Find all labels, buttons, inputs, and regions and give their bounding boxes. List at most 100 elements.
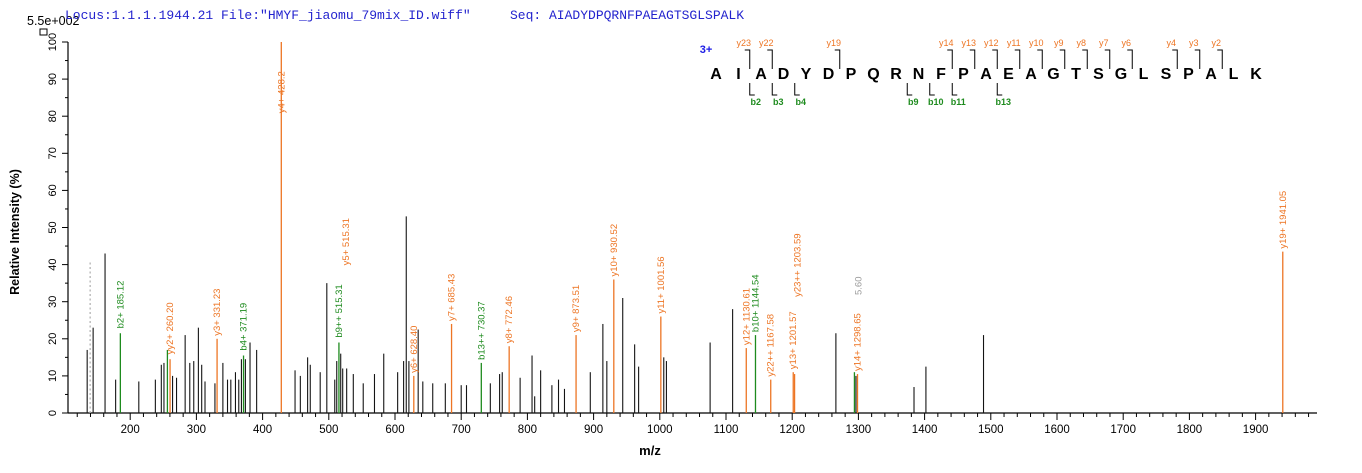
y-tick-label: 70 [47, 147, 59, 159]
b-ion-label: b4 [795, 97, 806, 107]
peak-label: y8+ 772.46 [504, 296, 515, 343]
peak-label: y6+ 628.40 [409, 326, 420, 373]
y-ion-label: y2 [1211, 38, 1221, 48]
sequence-residue: R [890, 66, 902, 83]
sequence-residue: L [1229, 66, 1239, 83]
peak-label: y19+ 1941.05 [1278, 191, 1289, 249]
y-cleavage-mark [1082, 49, 1088, 69]
b-ion-label: b13 [995, 97, 1011, 107]
y-tick-label: 20 [47, 333, 59, 345]
x-tick-label: 800 [518, 424, 537, 436]
locus-file-text: Locus:1.1.1.1944.21 File:"HMYF_jiaomu_79… [65, 8, 471, 23]
sequence-residue: G [1115, 66, 1127, 83]
peak-label: y10+ 930.52 [609, 224, 620, 277]
sequence-residue: G [1047, 66, 1059, 83]
x-tick-label: 500 [319, 424, 338, 436]
sequence-residue: A [980, 66, 992, 83]
sequence-residue: P [958, 66, 969, 83]
y-ion-label: y19 [826, 38, 841, 48]
y-ion-label: y22 [759, 38, 774, 48]
y-cleavage-mark [1217, 49, 1223, 69]
sequence-residue: A [710, 66, 722, 83]
y-cleavage-mark [969, 49, 976, 69]
peak-label: y3+ 331.23 [212, 289, 223, 336]
x-tick-label: 200 [121, 424, 140, 436]
y-cleavage-mark [992, 49, 998, 69]
sequence-residue: Q [867, 66, 879, 83]
b-cleavage-mark [996, 83, 1003, 96]
sequence-residue: A [1205, 66, 1217, 83]
b-cleavage-mark [749, 83, 755, 96]
b-ion-label: b2 [750, 97, 761, 107]
sequence-residue: P [1183, 66, 1194, 83]
b-ion-label: b3 [773, 97, 784, 107]
y-cleavage-mark [1059, 49, 1066, 69]
y-ion-label: y14 [939, 38, 954, 48]
y-ion-label: y11 [1007, 38, 1021, 48]
x-tick-label: 1500 [978, 424, 1004, 436]
sequence-residue: K [1250, 66, 1262, 83]
plot-area[interactable] [68, 28, 1348, 413]
x-tick-label: 1300 [846, 424, 872, 436]
x-tick-label: 700 [452, 424, 471, 436]
y-tick-label: 10 [47, 370, 59, 382]
y-tick-label: 60 [47, 184, 59, 196]
b-cleavage-mark [794, 83, 800, 96]
y-tick-label: 0 [47, 410, 59, 416]
sequence-residue: D [823, 66, 835, 83]
peak-labels: b2+ 185.12 yy2+ 260.20 y3+ 331.23 b4+ 371.1… [115, 71, 1288, 376]
y-ion-label: y7 [1099, 38, 1109, 48]
sequence-residue: L [1139, 66, 1149, 83]
x-tick-label: 1200 [779, 424, 805, 436]
sequence-residue: S [1161, 66, 1172, 83]
y-ion-label: y13 [961, 38, 976, 48]
peak-label: y7+ 685.43 [447, 274, 458, 321]
peak-label: y11+ 1001.56 [656, 256, 667, 313]
y-ion-label: y6 [1121, 38, 1131, 48]
y-ion-label: y10 [1029, 38, 1044, 48]
peak-label: y12+ 1130.61 [741, 288, 752, 345]
y-ion-label: y3 [1189, 38, 1199, 48]
y-ion-label: y8 [1076, 38, 1086, 48]
peak-label: y23++ 1203.59 [793, 233, 804, 296]
y-cleavage-mark [1127, 49, 1133, 69]
x-tick-label: 1800 [1177, 424, 1203, 436]
peak-label: b10+ 1144.54 [750, 274, 761, 332]
y-tick-label: 50 [47, 221, 59, 233]
charge-state-label: 3+ [700, 44, 713, 56]
peak-label: y22++ 1167.58 [766, 314, 777, 377]
sequence-residue: T [1071, 66, 1081, 83]
y-ion-label: y12 [984, 38, 999, 48]
x-tick-label: 1900 [1243, 424, 1269, 436]
peak-label: y13+ 1201.57 [788, 311, 799, 369]
x-tick-label: 300 [187, 424, 206, 436]
b-cleavage-mark [929, 83, 935, 96]
peak-label: y5+ 515.31 [341, 218, 352, 265]
peak-label: y4+ 428.2 [276, 71, 287, 113]
peak-label: b9++ 515.31 [334, 284, 345, 337]
peak-label: b13++ 730.37 [476, 301, 487, 360]
peak-label: y9+ 873.51 [571, 285, 582, 332]
y-cleavage-mark [767, 49, 773, 69]
peak-label: b2+ 185.12 [115, 281, 126, 329]
y-cleavage-mark [1014, 49, 1021, 69]
max-intensity-label: 5.5e+002 [27, 14, 80, 28]
sequence-residue: N [913, 66, 925, 83]
x-tick-label: 1400 [912, 424, 938, 436]
marker-square-icon [39, 28, 48, 36]
x-tick-label: 600 [385, 424, 404, 436]
peak-label: y14+ 1298.65 [853, 313, 864, 371]
x-tick-label: 1000 [647, 424, 673, 436]
y-axis-title: Relative Intensity (%) [8, 169, 22, 295]
sequence-residue: I [736, 66, 740, 83]
y-tick-label: 80 [47, 110, 59, 122]
x-tick-label: 900 [584, 424, 603, 436]
y-cleavage-mark [834, 49, 841, 69]
sequence-residue: S [1093, 66, 1104, 83]
x-tick-label: 1700 [1110, 424, 1136, 436]
peak-label: yy2+ 260.20 [165, 302, 176, 354]
y-cleavage-mark [1104, 49, 1111, 69]
y-cleavage-mark [1194, 49, 1201, 69]
y-tick-label: 30 [47, 296, 59, 308]
